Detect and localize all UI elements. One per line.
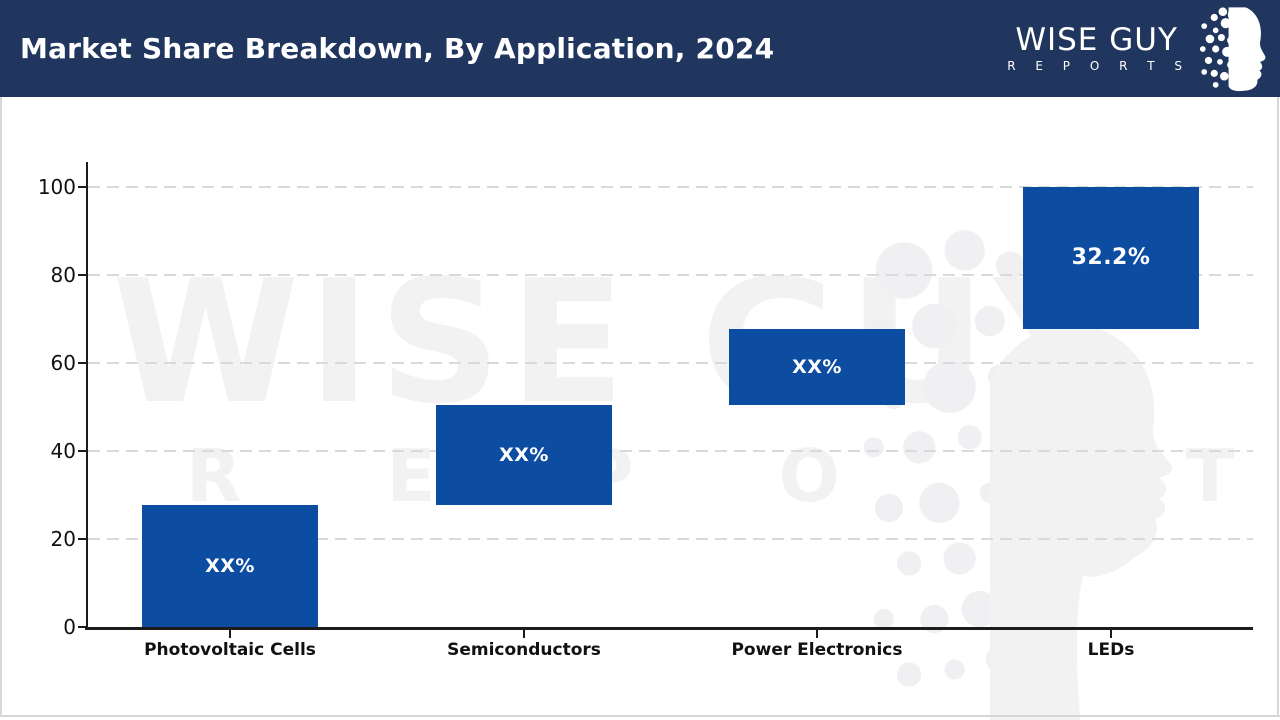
gridline-20	[88, 538, 1253, 540]
canvas-border-right	[1277, 97, 1279, 717]
x-category-label-photovoltaic-cells: Photovoltaic Cells	[144, 640, 316, 660]
bar-photovoltaic-cells: XX%	[142, 505, 318, 627]
y-axis-line	[86, 162, 88, 629]
bar-value-label-leds: 32.2%	[1071, 245, 1151, 271]
x-category-label-leds: LEDs	[1087, 640, 1135, 660]
y-tick-label-100: 100	[37, 175, 76, 199]
chart-title: Market Share Breakdown, By Application, …	[20, 32, 775, 65]
gridline-100	[88, 186, 1253, 188]
x-tick-photovoltaic-cells	[229, 630, 231, 638]
x-tick-leds	[1110, 630, 1112, 638]
gridline-60	[88, 362, 1253, 364]
bar-power-electronics: XX%	[729, 328, 905, 406]
brand-face-icon	[1199, 6, 1266, 91]
y-tick-label-0: 0	[63, 615, 76, 639]
y-tick-100	[78, 186, 87, 188]
header-bar: Market Share Breakdown, By Application, …	[0, 0, 1280, 97]
y-tick-0	[78, 626, 87, 628]
y-tick-80	[78, 274, 87, 276]
brand-name: WISE GUY	[1015, 21, 1178, 58]
y-tick-60	[78, 362, 87, 364]
x-tick-power-electronics	[816, 630, 818, 638]
bar-value-label-power-electronics: XX%	[792, 355, 842, 378]
x-category-label-semiconductors: Semiconductors	[447, 640, 601, 660]
y-tick-label-40: 40	[50, 439, 76, 463]
gridline-40	[88, 450, 1253, 452]
y-tick-label-60: 60	[50, 351, 76, 375]
x-category-label-power-electronics: Power Electronics	[731, 640, 903, 660]
x-axis-line	[85, 627, 1253, 630]
y-tick-40	[78, 450, 87, 452]
y-tick-label-80: 80	[50, 263, 76, 287]
bar-value-label-photovoltaic-cells: XX%	[205, 555, 255, 578]
bar-leds: 32.2%	[1023, 187, 1199, 329]
y-tick-label-20: 20	[50, 527, 76, 551]
brand-logo-text: WISE GUY R E P O R T S	[1003, 21, 1190, 73]
canvas-border-bottom	[0, 715, 1280, 717]
y-tick-20	[78, 538, 87, 540]
watermark-face	[990, 322, 1173, 720]
gridline-80	[88, 274, 1253, 276]
canvas-border-left	[0, 97, 2, 717]
bar-semiconductors: XX%	[436, 405, 612, 506]
bar-value-label-semiconductors: XX%	[499, 444, 549, 467]
brand-logo: WISE GUY R E P O R T S	[1003, 6, 1280, 92]
brand-subtitle: R E P O R T S	[1007, 58, 1190, 73]
x-tick-semiconductors	[523, 630, 525, 638]
